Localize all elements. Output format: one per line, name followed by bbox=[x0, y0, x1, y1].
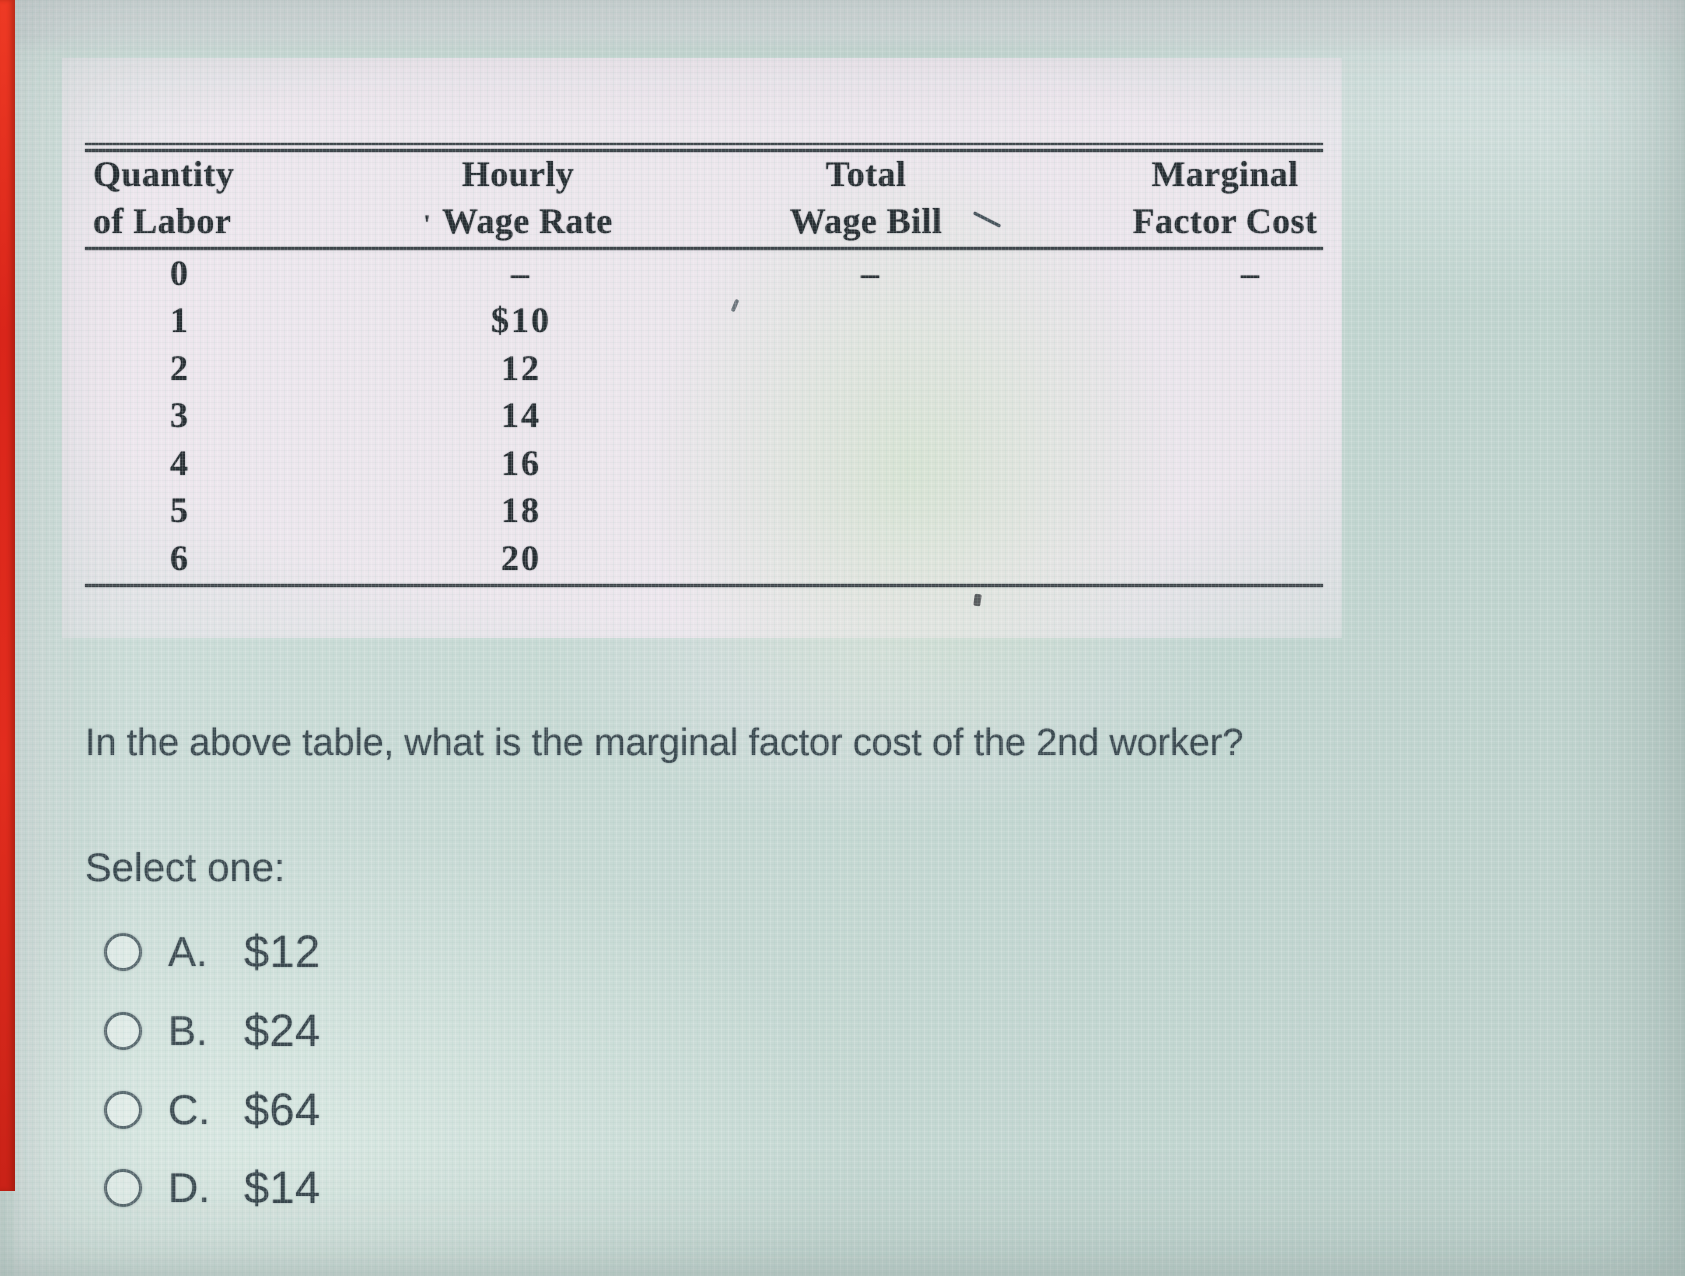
radio-button-d[interactable] bbox=[104, 1169, 142, 1208]
green-moire-band bbox=[600, 110, 1200, 910]
mfc-cell: – bbox=[1241, 252, 1261, 293]
table-row: 2 12 bbox=[85, 344, 1323, 392]
option-letter: C. bbox=[168, 1085, 210, 1133]
column-header-hourly-wage-rate: Hourly ' Wage Rate bbox=[423, 154, 613, 241]
option-value: $24 bbox=[244, 1005, 321, 1057]
qty-cell: 2 bbox=[170, 347, 190, 388]
wage-cell: 14 bbox=[501, 395, 541, 436]
qty-cell: 3 bbox=[170, 395, 190, 436]
option-value: $64 bbox=[244, 1083, 321, 1135]
top-gray-band bbox=[0, 0, 1685, 54]
column-header-total-wage-bill: Total Wage Bill bbox=[789, 154, 943, 241]
answer-option-b[interactable]: B. $24 bbox=[104, 992, 724, 1071]
qty-cell: 4 bbox=[170, 442, 190, 483]
question-text: In the above table, what is the marginal… bbox=[85, 722, 1244, 764]
wage-cell: 12 bbox=[501, 347, 541, 388]
stray-tick-mark: ' bbox=[423, 210, 432, 239]
table-bottom-rule bbox=[85, 584, 1323, 587]
table-row: 0 – – – bbox=[85, 249, 1323, 297]
answer-options: A. $12 B. $24 C. $64 D. $14 bbox=[104, 913, 724, 1228]
table-row: 6 20 bbox=[85, 534, 1323, 582]
wage-cell: – bbox=[511, 252, 531, 293]
table-header-row: Quantity of Labor Hourly ' Wage Rate Tota… bbox=[85, 151, 1323, 247]
qty-cell: 0 bbox=[170, 252, 190, 293]
option-letter: A. bbox=[168, 928, 208, 976]
table-row: 5 18 bbox=[85, 487, 1323, 535]
option-value: $12 bbox=[244, 926, 321, 978]
qty-cell: 6 bbox=[170, 537, 190, 578]
wage-cell: 16 bbox=[501, 442, 541, 483]
option-letter: D. bbox=[168, 1164, 210, 1212]
answer-option-d[interactable]: D. $14 bbox=[104, 1149, 724, 1228]
column-header-marginal-factor-cost: Marginal Factor Cost bbox=[1132, 154, 1318, 241]
table-top-rule-outer bbox=[85, 143, 1323, 145]
option-letter: B. bbox=[168, 1007, 208, 1055]
qty-cell: 5 bbox=[170, 490, 190, 531]
wage-cell: 18 bbox=[501, 490, 541, 531]
select-one-label: Select one: bbox=[85, 846, 286, 890]
column-header-quantity-of-labor: Quantity of Labor bbox=[93, 154, 235, 241]
wage-cell: $10 bbox=[491, 300, 551, 341]
table-row: 1 $10 bbox=[85, 297, 1323, 345]
left-edge-highlight bbox=[15, 40, 75, 1276]
table-row: 4 16 bbox=[85, 439, 1323, 487]
table-header-underline bbox=[85, 247, 1323, 250]
table-sheet-tint bbox=[62, 58, 1342, 638]
answer-option-a[interactable]: A. $12 bbox=[104, 913, 724, 992]
wage-cell: 20 bbox=[501, 537, 541, 578]
table-top-rule-inner bbox=[85, 149, 1323, 152]
answer-option-c[interactable]: C. $64 bbox=[104, 1070, 724, 1149]
red-edge-strip bbox=[0, 0, 15, 1191]
table-row: 3 14 bbox=[85, 392, 1323, 440]
radio-button-b[interactable] bbox=[104, 1012, 142, 1051]
radio-button-a[interactable] bbox=[104, 933, 142, 972]
qty-cell: 1 bbox=[170, 300, 190, 341]
wage-table: Quantity of Labor Hourly ' Wage Rate Tota… bbox=[85, 141, 1323, 593]
table-body: 0 – – – 1 $10 2 12 3 14 bbox=[85, 249, 1323, 582]
sheet-tail-tint bbox=[560, 520, 1200, 850]
option-value: $14 bbox=[244, 1162, 321, 1214]
radio-button-c[interactable] bbox=[104, 1090, 142, 1129]
bill-cell: – bbox=[861, 252, 881, 293]
